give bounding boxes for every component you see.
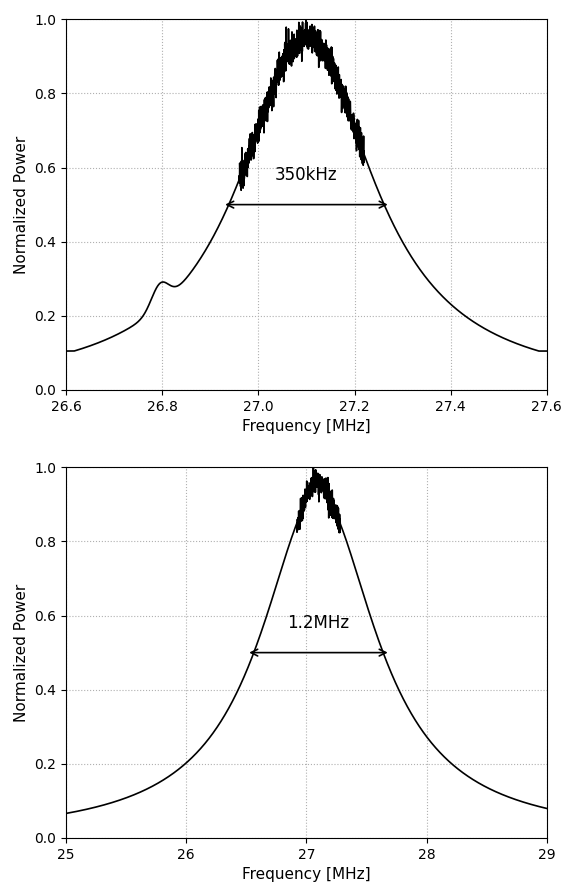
Y-axis label: Normalized Power: Normalized Power xyxy=(14,135,29,274)
Y-axis label: Normalized Power: Normalized Power xyxy=(14,583,29,722)
Text: 350kHz: 350kHz xyxy=(275,167,338,185)
X-axis label: Frequency [MHz]: Frequency [MHz] xyxy=(242,867,371,882)
Text: 1.2MHz: 1.2MHz xyxy=(287,615,350,633)
X-axis label: Frequency [MHz]: Frequency [MHz] xyxy=(242,419,371,434)
